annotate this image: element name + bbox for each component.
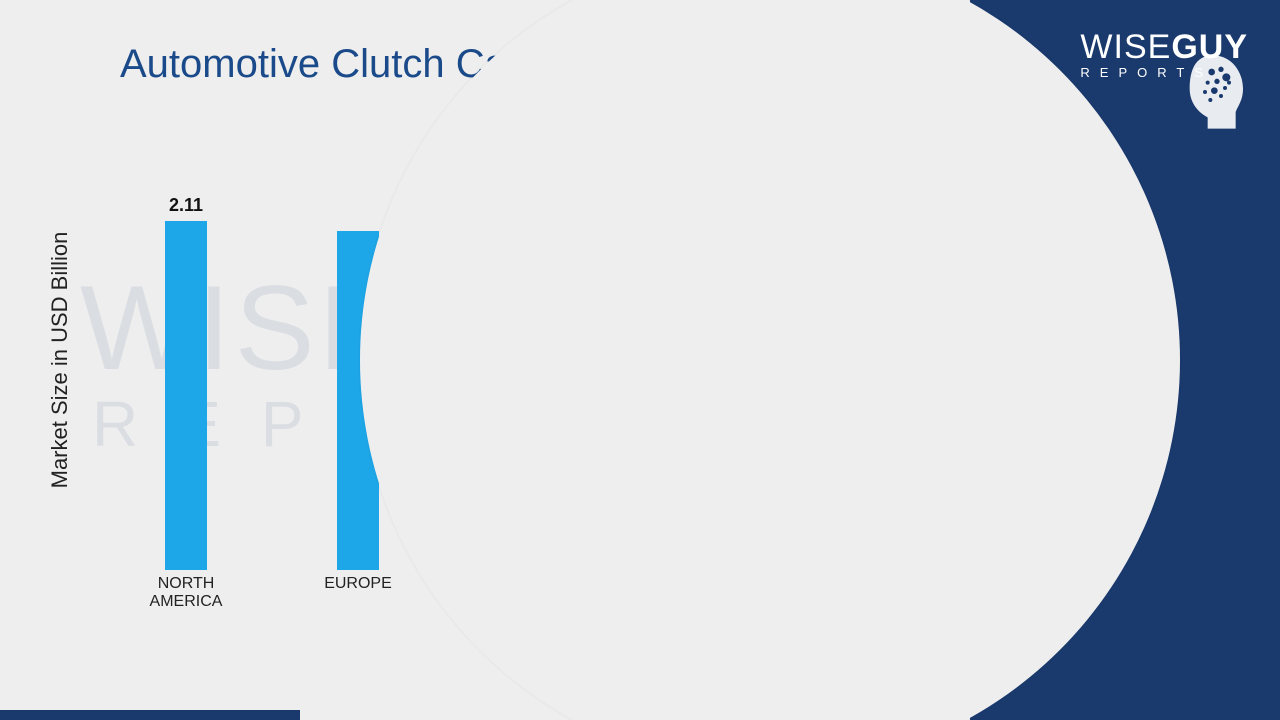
brand-head-icon	[1178, 52, 1248, 132]
x-label: EUROPE	[272, 575, 444, 649]
footer-accent-bar	[0, 710, 300, 720]
panel-cutout	[360, 0, 1180, 720]
bar	[165, 221, 207, 570]
bar-col: 2.11	[100, 195, 272, 570]
x-label: NORTHAMERICA	[100, 575, 272, 649]
brand-logo: WISEGUY REPORTS	[1080, 28, 1248, 80]
stage: WISE GUY REPORTS Automotive Clutch Cable…	[0, 0, 1280, 720]
bar-value-label: 2.11	[169, 195, 203, 217]
brand-word1: WISE	[1080, 28, 1171, 66]
y-axis-label: Market Size in USD Billion	[47, 232, 73, 489]
